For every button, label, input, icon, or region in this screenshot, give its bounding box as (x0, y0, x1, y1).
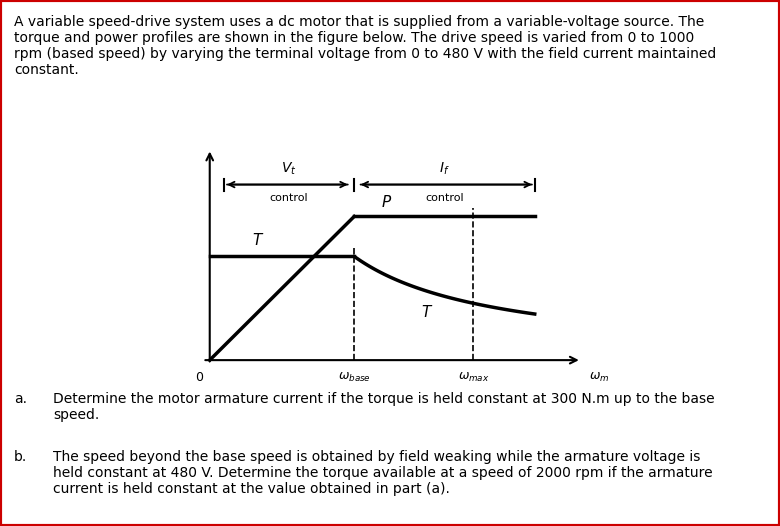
Text: $\omega_{max}$: $\omega_{max}$ (458, 371, 489, 384)
Text: A variable speed-drive system uses a dc motor that is supplied from a variable-v: A variable speed-drive system uses a dc … (14, 15, 716, 77)
Text: b.: b. (14, 450, 27, 464)
Text: $V_t$: $V_t$ (282, 160, 297, 177)
Text: T: T (422, 305, 431, 320)
Text: $\omega_{base}$: $\omega_{base}$ (338, 371, 370, 384)
Text: a.: a. (14, 392, 27, 406)
Text: 0: 0 (195, 371, 203, 384)
Text: control: control (270, 193, 309, 203)
Text: The speed beyond the base speed is obtained by field weaking while the armature : The speed beyond the base speed is obtai… (53, 450, 713, 496)
Text: P: P (382, 196, 392, 210)
Text: Determine the motor armature current if the torque is held constant at 300 N.m u: Determine the motor armature current if … (53, 392, 714, 422)
Text: $\omega_m$: $\omega_m$ (589, 371, 609, 384)
Text: control: control (425, 193, 464, 203)
Text: $I_f$: $I_f$ (439, 160, 450, 177)
Text: T: T (252, 234, 261, 248)
